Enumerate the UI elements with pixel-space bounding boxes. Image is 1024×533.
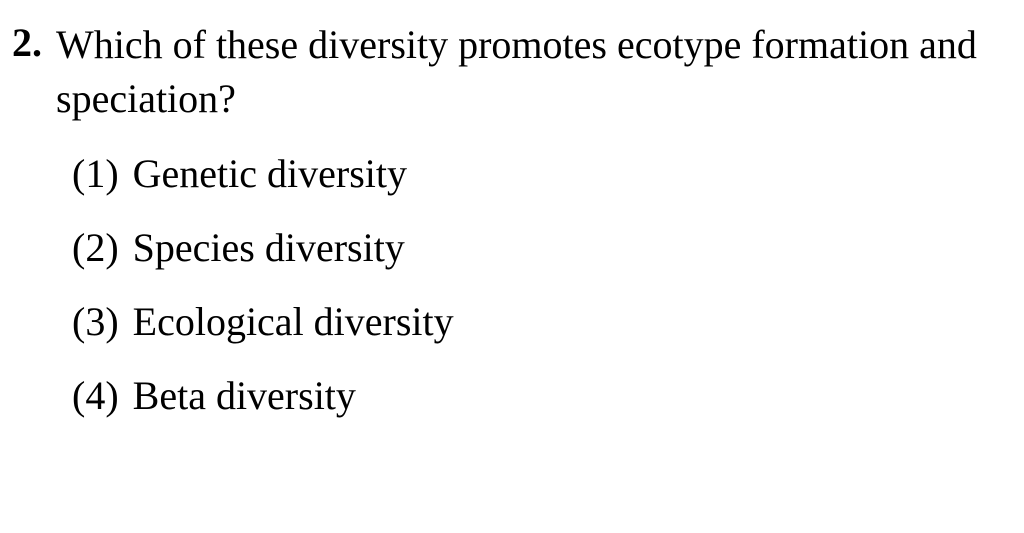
- option-text: Genetic diversity: [133, 148, 407, 200]
- option-text: Species diversity: [133, 222, 405, 274]
- option-item: (1) Genetic diversity: [72, 148, 1004, 200]
- option-marker: (2): [72, 222, 119, 274]
- option-marker: (1): [72, 148, 119, 200]
- option-item: (2) Species diversity: [72, 222, 1004, 274]
- option-marker: (4): [72, 370, 119, 422]
- question-row: 2. Which of these diversity promotes eco…: [12, 18, 1004, 126]
- option-text: Beta diversity: [133, 370, 356, 422]
- option-item: (3) Ecological diversity: [72, 296, 1004, 348]
- options-list: (1) Genetic diversity (2) Species divers…: [12, 148, 1004, 422]
- option-text: Ecological diversity: [133, 296, 454, 348]
- question-text: Which of these diversity promotes ecotyp…: [56, 18, 1004, 126]
- question-number: 2.: [12, 18, 42, 68]
- option-item: (4) Beta diversity: [72, 370, 1004, 422]
- option-marker: (3): [72, 296, 119, 348]
